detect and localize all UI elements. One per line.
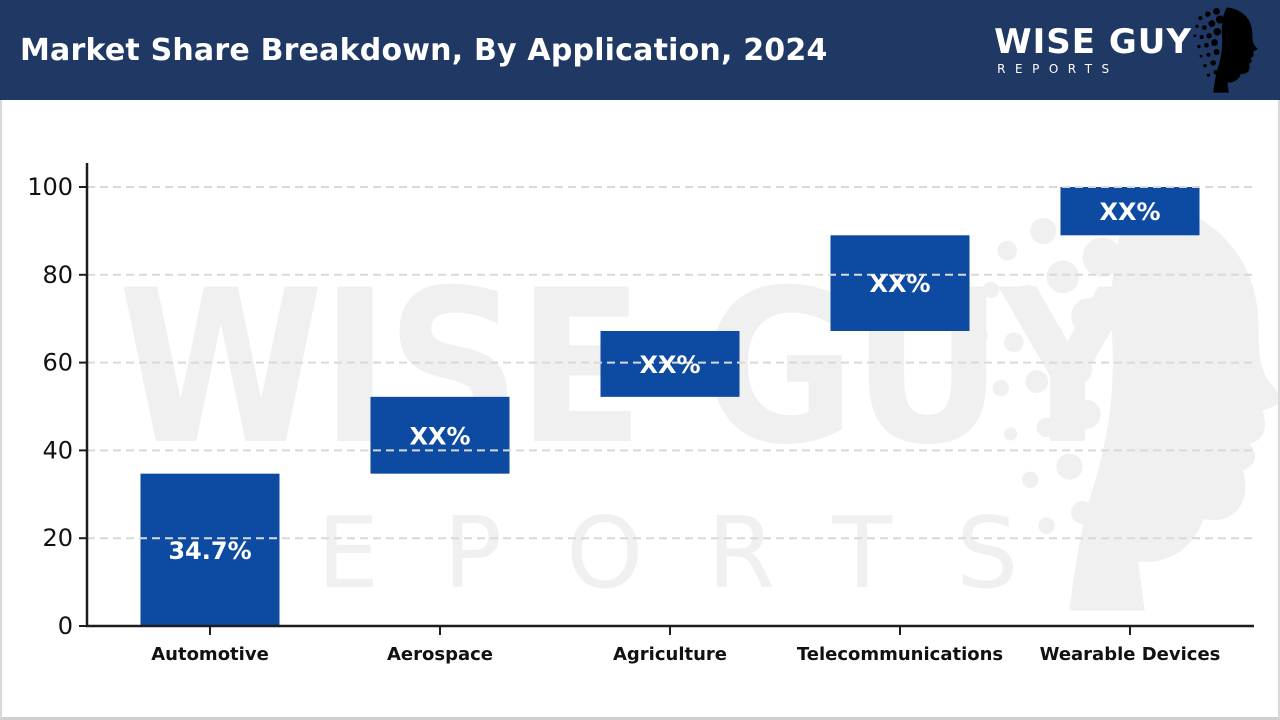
logo-text: WISE GUY REPORTS xyxy=(994,25,1192,75)
bar-wearable-devices xyxy=(1060,187,1200,236)
page-title: Market Share Breakdown, By Application, … xyxy=(20,32,828,68)
bar-value-label-agriculture: XX% xyxy=(639,351,700,379)
logo-face-icon xyxy=(1193,7,1258,93)
ytick-label-100: 100 xyxy=(27,173,73,201)
ytick-label-0: 0 xyxy=(58,612,73,640)
header: Market Share Breakdown, By Application, … xyxy=(0,0,1280,100)
logo-line2: REPORTS xyxy=(997,62,1119,76)
ytick-label-80: 80 xyxy=(42,261,73,289)
bar-automotive xyxy=(140,473,280,626)
wise-guy-logo: WISE GUY REPORTS xyxy=(994,6,1264,94)
category-label-aerospace: Aerospace xyxy=(387,644,493,665)
category-label-telecommunications: Telecommunications xyxy=(797,644,1003,665)
category-label-agriculture: Agriculture xyxy=(613,644,727,665)
bar-agriculture xyxy=(600,330,740,397)
bar-telecommunications xyxy=(830,235,970,331)
logo-line1: WISE GUY xyxy=(994,22,1192,62)
ytick-label-40: 40 xyxy=(42,436,73,464)
category-label-automotive: Automotive xyxy=(151,644,269,665)
bar-value-label-automotive: 34.7% xyxy=(168,537,251,565)
bar-value-label-telecommunications: XX% xyxy=(869,270,930,298)
bar-aerospace xyxy=(370,396,510,474)
ytick-label-20: 20 xyxy=(42,524,73,552)
category-label-wearable-devices: Wearable Devices xyxy=(1040,644,1221,665)
bar-value-label-wearable-devices: XX% xyxy=(1099,198,1160,226)
watermark-text-reports: REPORTS xyxy=(185,497,1083,611)
bar-value-label-aerospace: XX% xyxy=(409,422,470,450)
ytick-label-60: 60 xyxy=(42,349,73,377)
